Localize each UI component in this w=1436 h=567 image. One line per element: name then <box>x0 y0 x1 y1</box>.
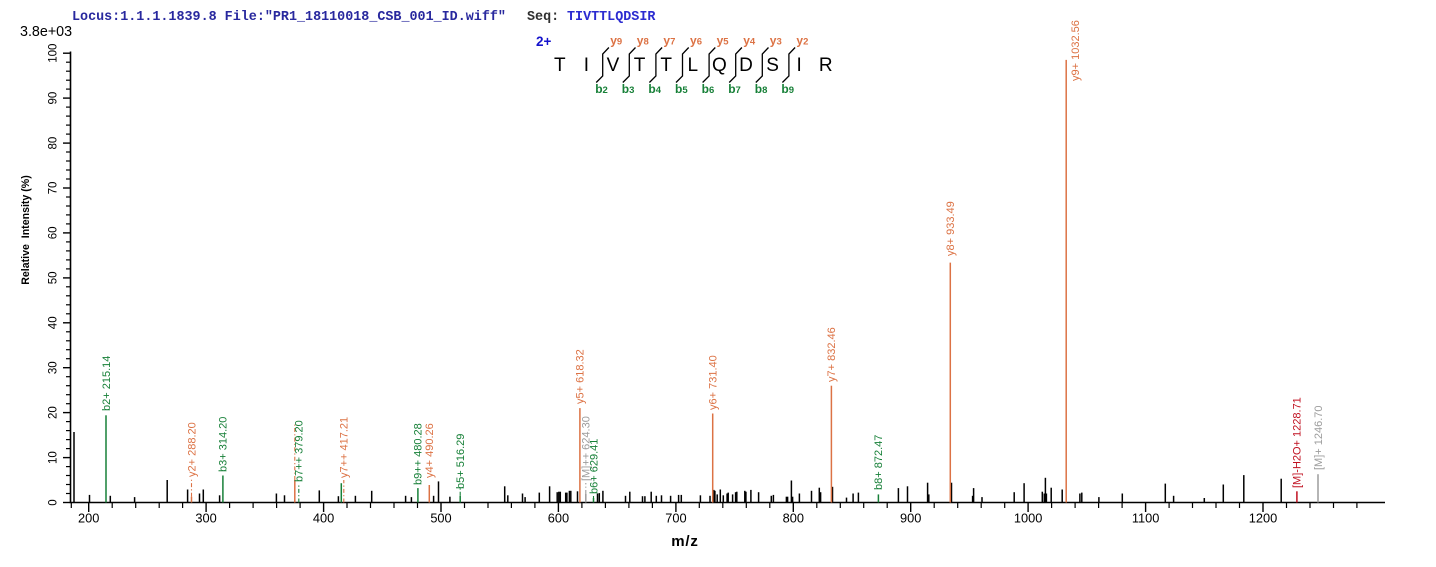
svg-text:b3+ 314.20: b3+ 314.20 <box>218 417 230 472</box>
svg-text:Relative Intensity (%): Relative Intensity (%) <box>20 175 32 285</box>
svg-text:3.8e+03: 3.8e+03 <box>20 24 72 40</box>
svg-text:600: 600 <box>548 511 569 526</box>
svg-text:T: T <box>660 55 672 76</box>
svg-text:b7++ 379.20: b7++ 379.20 <box>294 420 306 482</box>
svg-text:I: I <box>584 55 589 76</box>
svg-text:1200: 1200 <box>1249 511 1277 526</box>
svg-text:10: 10 <box>48 451 60 464</box>
svg-text:V: V <box>607 55 620 76</box>
svg-text:300: 300 <box>195 511 216 526</box>
svg-text:y8+ 933.49: y8+ 933.49 <box>945 201 957 256</box>
svg-text:[M]+ 1246.70: [M]+ 1246.70 <box>1313 405 1325 470</box>
svg-text:y5+ 618.32: y5+ 618.32 <box>575 349 587 404</box>
svg-text:b8+ 872.47: b8+ 872.47 <box>873 435 885 490</box>
svg-text:Locus:1.1.1.1839.8 File:"PR1_1: Locus:1.1.1.1839.8 File:"PR1_18110018_CS… <box>72 10 506 25</box>
svg-text:40: 40 <box>48 316 60 329</box>
svg-text:y6: y6 <box>690 34 702 48</box>
svg-text:y8: y8 <box>637 34 649 48</box>
svg-text:[M]-H2O+ 1228.71: [M]-H2O+ 1228.71 <box>1292 397 1304 488</box>
svg-text:y5: y5 <box>717 34 730 48</box>
svg-text:b6+ 629.41: b6+ 629.41 <box>588 439 600 494</box>
svg-text:y7+ 832.46: y7+ 832.46 <box>826 327 838 382</box>
svg-text:b7: b7 <box>728 82 741 96</box>
svg-text:400: 400 <box>313 511 334 526</box>
svg-text:100: 100 <box>48 44 60 63</box>
svg-text:80: 80 <box>48 137 60 150</box>
svg-text:b5: b5 <box>675 82 688 96</box>
svg-text:L: L <box>688 55 699 76</box>
svg-text:y6+ 731.40: y6+ 731.40 <box>708 355 720 410</box>
svg-text:b8: b8 <box>755 82 768 96</box>
svg-text:R: R <box>819 55 833 76</box>
svg-text:800: 800 <box>783 511 804 526</box>
svg-text:y7++ 417.21: y7++ 417.21 <box>339 417 351 478</box>
svg-text:y2+ 288.20: y2+ 288.20 <box>186 422 198 477</box>
svg-text:[M]++ 624.30: [M]++ 624.30 <box>581 416 593 481</box>
svg-text:y9: y9 <box>610 34 622 48</box>
svg-text:1100: 1100 <box>1132 511 1160 526</box>
svg-text:T: T <box>634 55 646 76</box>
svg-text:y7: y7 <box>663 34 675 48</box>
svg-text:S: S <box>766 55 779 76</box>
svg-text:y3: y3 <box>770 34 782 48</box>
svg-text:y9+ 1032.56: y9+ 1032.56 <box>1070 20 1082 81</box>
svg-text:T: T <box>554 55 566 76</box>
svg-text:Q: Q <box>712 55 727 76</box>
svg-text:30: 30 <box>48 361 60 374</box>
svg-text:I: I <box>797 55 802 76</box>
svg-text:900: 900 <box>900 511 921 526</box>
svg-text:b2+ 215.14: b2+ 215.14 <box>101 356 113 411</box>
svg-text:y4: y4 <box>743 34 756 48</box>
svg-text:D: D <box>739 55 753 76</box>
svg-text:50: 50 <box>48 272 60 285</box>
svg-text:200: 200 <box>78 511 99 526</box>
svg-text:y2: y2 <box>796 34 808 48</box>
svg-text:b2: b2 <box>595 82 608 96</box>
svg-text:2+: 2+ <box>536 34 552 49</box>
svg-text:700: 700 <box>665 511 686 526</box>
svg-text:60: 60 <box>48 227 60 240</box>
svg-text:0: 0 <box>48 499 60 505</box>
svg-text:500: 500 <box>430 511 451 526</box>
svg-text:y4+ 490.26: y4+ 490.26 <box>424 423 436 478</box>
svg-text:m/z: m/z <box>671 533 698 550</box>
svg-text:b9: b9 <box>781 82 794 96</box>
svg-text:20: 20 <box>48 406 60 419</box>
svg-text:b3: b3 <box>622 82 635 96</box>
svg-text:b5+ 516.29: b5+ 516.29 <box>455 434 467 489</box>
svg-text:1000: 1000 <box>1014 511 1042 526</box>
svg-text:Seq:: Seq: <box>527 10 559 25</box>
svg-text:b4: b4 <box>648 82 661 96</box>
svg-text:b9++ 480.28: b9++ 480.28 <box>413 423 425 485</box>
svg-text:TIVTTLQDSIR: TIVTTLQDSIR <box>567 10 656 25</box>
svg-text:b6: b6 <box>702 82 715 96</box>
svg-text:90: 90 <box>48 92 60 105</box>
svg-text:70: 70 <box>48 182 60 195</box>
